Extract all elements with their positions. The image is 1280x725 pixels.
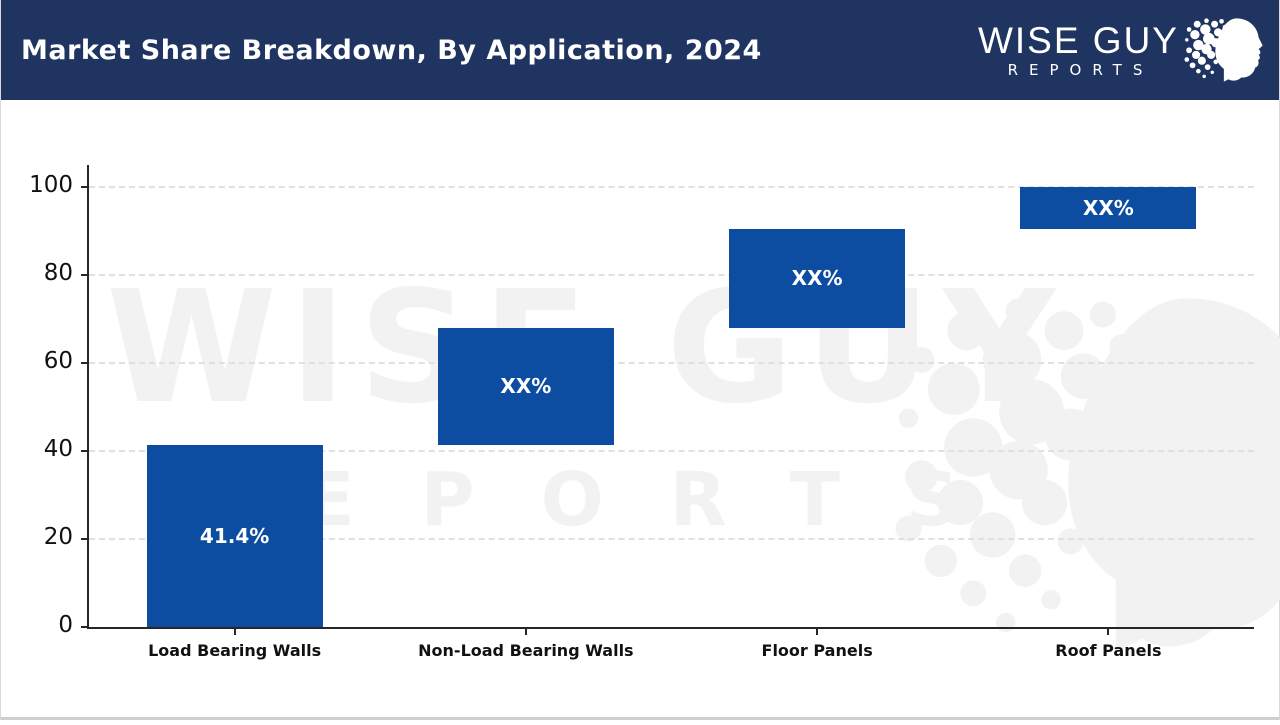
header-bar: Market Share Breakdown, By Application, … [1,0,1279,100]
x-axis-category-label: Non-Load Bearing Walls [418,641,634,660]
x-axis-category-label: Load Bearing Walls [148,641,322,660]
x-tick-mark [233,629,236,635]
x-axis-line [87,627,1254,629]
y-axis-tick-label: 40 [43,436,73,462]
bar-load-bearing-walls: 41.4% [146,444,323,627]
y-axis-line [87,165,89,629]
y-tick-mark [81,538,88,540]
gridline-20 [89,538,1254,540]
y-axis-tick-label: 80 [43,260,73,286]
gridline-60 [89,362,1254,364]
x-tick-mark [816,629,819,635]
y-axis-tick-label: 0 [58,612,73,638]
page-title: Market Share Breakdown, By Application, … [21,34,762,66]
bottom-border-strip [1,717,1279,720]
logo-wordmark: WISE GUY [977,20,1179,61]
gridline-100 [89,186,1254,188]
x-axis-category-label: Roof Panels [1055,641,1162,660]
y-tick-mark [81,362,88,364]
logo-subtitle: REPORTS [1007,61,1154,79]
gridline-40 [89,450,1254,452]
y-axis-tick-label: 100 [29,172,73,198]
y-axis-tick-label: 20 [43,524,73,550]
y-tick-mark [81,450,88,452]
y-axis-tick-label: 60 [43,348,73,374]
bar-roof-panels: XX% [1020,187,1197,229]
x-tick-mark [524,629,527,635]
bar-value-label: XX% [791,266,843,291]
y-tick-mark [81,626,88,628]
bar-value-label: XX% [500,374,552,399]
y-tick-mark [81,274,88,276]
gridline-80 [89,274,1254,276]
bar-non-load-bearing-walls: XX% [437,327,614,445]
logo-text: WISE GUY REPORTS [978,22,1179,78]
wise-guy-reports-logo: WISE GUY REPORTS [978,7,1265,93]
bar-value-label: 41.4% [199,523,270,548]
bar-value-label: XX% [1082,195,1134,220]
x-axis-category-label: Floor Panels [761,641,873,660]
x-tick-mark [1107,629,1110,635]
bar-floor-panels: XX% [729,228,906,328]
y-tick-mark [81,186,88,188]
